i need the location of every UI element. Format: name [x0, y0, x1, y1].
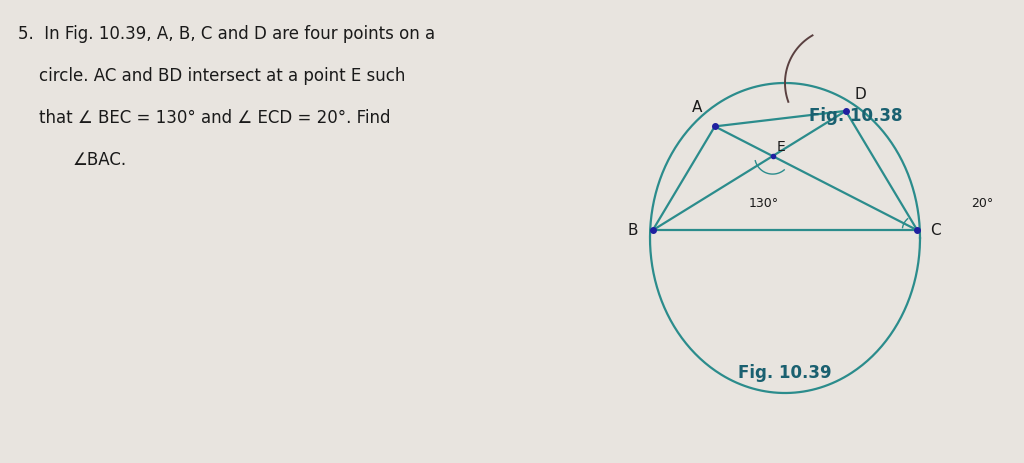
Text: D: D [854, 87, 866, 102]
Text: 130°: 130° [749, 197, 778, 210]
Text: E: E [776, 140, 785, 154]
Text: Fig. 10.38: Fig. 10.38 [809, 107, 903, 125]
Text: that ∠ BEC = 130° and ∠ ECD = 20°. Find: that ∠ BEC = 130° and ∠ ECD = 20°. Find [18, 109, 390, 127]
Text: circle. AC and BD intersect at a point E such: circle. AC and BD intersect at a point E… [18, 67, 406, 85]
Text: 20°: 20° [971, 197, 993, 210]
Text: B: B [627, 223, 638, 238]
Text: C: C [930, 223, 941, 238]
Text: Fig. 10.39: Fig. 10.39 [738, 364, 831, 382]
Text: A: A [691, 100, 701, 115]
Text: 5.  In Fig. 10.39, A, B, C and D are four points on a: 5. In Fig. 10.39, A, B, C and D are four… [18, 25, 435, 43]
Text: ∠BAC.: ∠BAC. [73, 151, 127, 169]
